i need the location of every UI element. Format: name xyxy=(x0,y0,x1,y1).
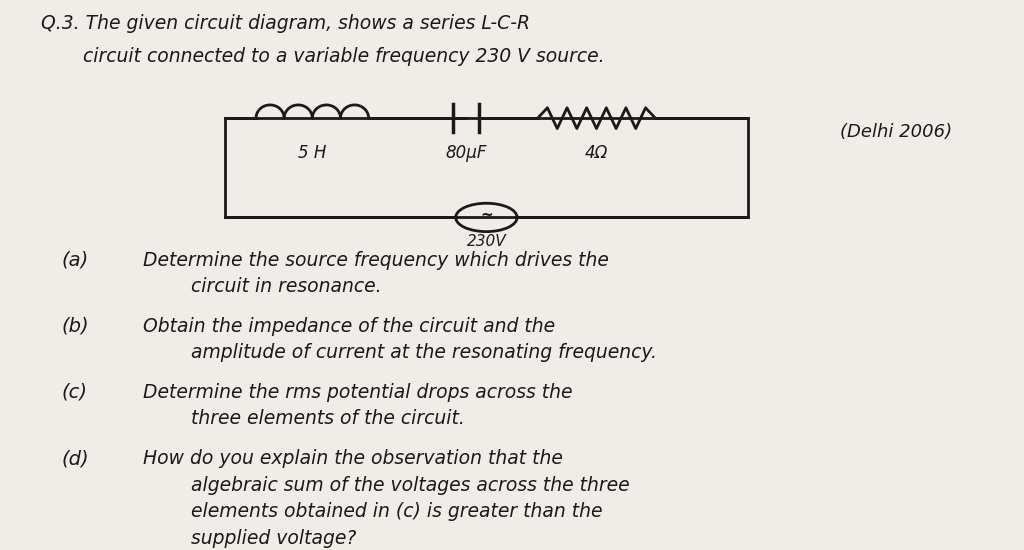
Text: Determine the source frequency which drives the
        circuit in resonance.: Determine the source frequency which dri… xyxy=(143,250,609,296)
Text: circuit connected to a variable frequency 230 V source.: circuit connected to a variable frequenc… xyxy=(41,47,604,66)
Text: ~: ~ xyxy=(480,207,493,223)
Text: How do you explain the observation that the
        algebraic sum of the voltage: How do you explain the observation that … xyxy=(143,449,630,548)
Text: Q.3. The given circuit diagram, shows a series L-C-R: Q.3. The given circuit diagram, shows a … xyxy=(41,14,530,33)
Text: 5 H: 5 H xyxy=(298,144,327,162)
Text: 230V: 230V xyxy=(467,234,506,249)
Text: (d): (d) xyxy=(61,449,89,468)
Text: (Delhi 2006): (Delhi 2006) xyxy=(840,123,951,141)
Text: Obtain the impedance of the circuit and the
        amplitude of current at the : Obtain the impedance of the circuit and … xyxy=(143,317,657,362)
Text: 4Ω: 4Ω xyxy=(585,144,608,162)
Text: (a): (a) xyxy=(61,250,89,270)
Text: Determine the rms potential drops across the
        three elements of the circu: Determine the rms potential drops across… xyxy=(143,383,572,428)
Text: 80μF: 80μF xyxy=(445,144,486,162)
Text: (b): (b) xyxy=(61,317,89,336)
Text: (c): (c) xyxy=(61,383,87,402)
